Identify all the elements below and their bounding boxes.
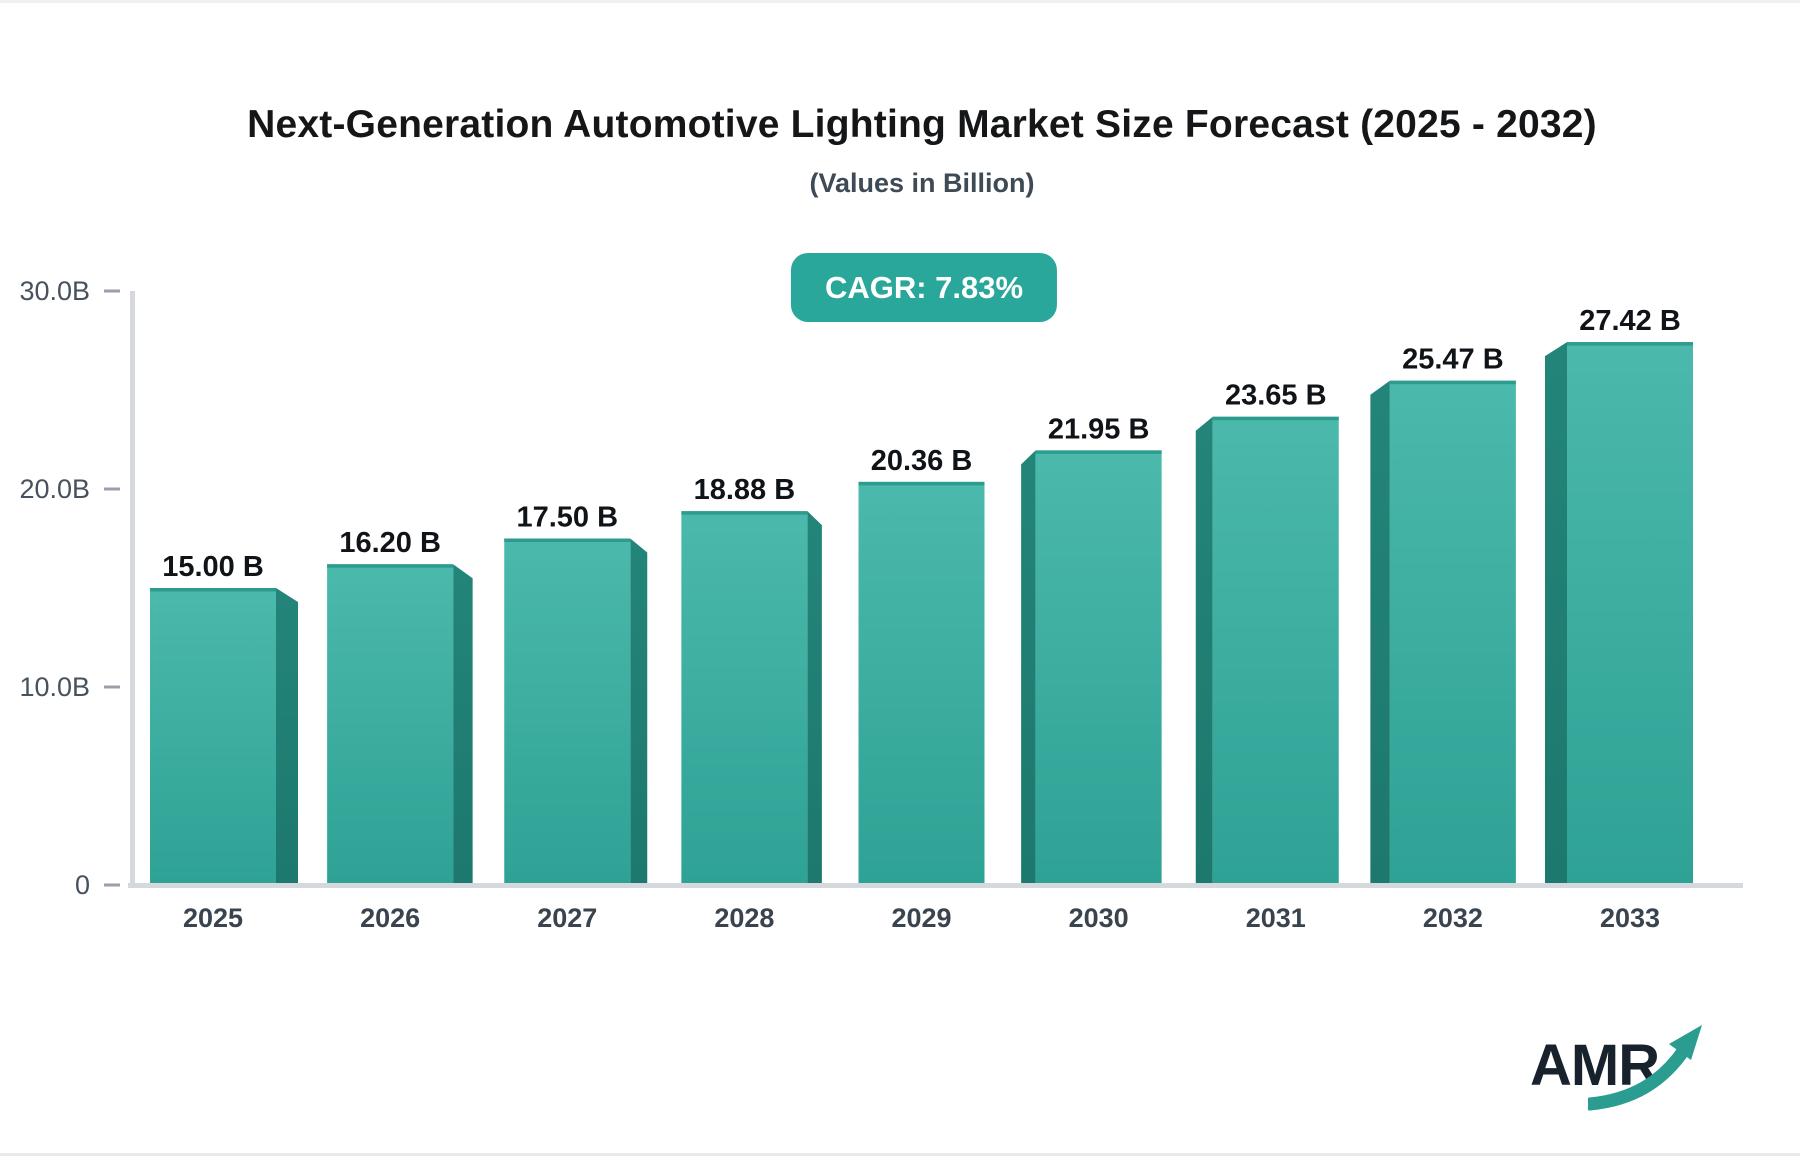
bar-side-face-2027	[630, 538, 648, 885]
bar-value-label: 21.95 B	[1048, 413, 1150, 445]
bar-side-face-2028	[807, 511, 822, 885]
bar-side-face-2026	[453, 564, 473, 885]
x-tick-label: 2025	[183, 903, 243, 933]
bar-side-face-2032	[1370, 380, 1390, 885]
y-tick-dash	[104, 685, 120, 689]
x-tick-label: 2029	[891, 903, 951, 933]
bar-top-edge-2032	[1389, 380, 1516, 385]
bar-top-edge-2026	[327, 564, 454, 568]
x-tick-label: 2027	[537, 903, 597, 933]
bar-top-edge-2028	[681, 511, 808, 515]
bar-top-edge-2031	[1212, 416, 1339, 421]
bar-top-edge-2027	[504, 538, 631, 542]
bar-value-label: 23.65 B	[1225, 380, 1327, 412]
bar-value-label: 25.47 B	[1402, 344, 1504, 376]
bar-value-label: 17.50 B	[516, 502, 618, 534]
x-tick-label: 2030	[1069, 903, 1129, 933]
bar-2030	[1035, 450, 1162, 885]
y-tick-dash	[104, 289, 120, 293]
bar-value-label: 27.42 B	[1579, 305, 1681, 337]
bar-top-edge-2033	[1567, 342, 1693, 346]
y-tick-label: 30.0B	[19, 276, 90, 306]
chart-subtitle: (Values in Billion)	[809, 168, 1035, 198]
y-tick-dash	[104, 487, 120, 491]
y-tick-label: 0	[75, 870, 90, 900]
bar-value-label: 18.88 B	[694, 474, 796, 506]
bottom-edge-strip	[0, 1153, 1800, 1156]
top-edge-strip	[0, 0, 1800, 3]
growth-arrow-icon	[1588, 1025, 1702, 1111]
x-tick-label: 2032	[1423, 903, 1483, 933]
y-axis-line	[130, 291, 135, 885]
amr-logo: AMR	[1530, 1025, 1730, 1132]
y-tick-label: 10.0B	[19, 672, 90, 702]
bar-value-label: 16.20 B	[339, 527, 441, 559]
x-tick-label: 2031	[1246, 903, 1306, 933]
bar-2025	[150, 588, 276, 885]
bar-2032	[1389, 380, 1516, 885]
bar-top-edge-2030	[1035, 450, 1162, 454]
bar-side-face-2030	[1021, 450, 1036, 885]
bar-top-edge-2025	[150, 588, 276, 592]
bar-2029	[858, 481, 985, 885]
bar-2028	[681, 511, 808, 885]
bar-2031	[1212, 416, 1339, 885]
cagr-badge: CAGR: 7.83%	[790, 253, 1058, 322]
x-tick-label: 2033	[1600, 903, 1660, 933]
x-axis-line	[128, 883, 1743, 888]
bar-2027	[504, 538, 631, 885]
x-tick-label: 2028	[714, 903, 774, 933]
bar-value-label: 15.00 B	[162, 551, 264, 583]
y-tick-dash	[104, 883, 120, 887]
bar-side-face-2033	[1545, 342, 1567, 886]
bar-2026	[327, 564, 454, 885]
y-tick-label: 20.0B	[19, 474, 90, 504]
bar-side-face-2031	[1195, 416, 1213, 885]
bar-value-label: 20.36 B	[871, 445, 973, 477]
bar-top-edge-2029	[858, 481, 985, 486]
x-tick-label: 2026	[360, 903, 420, 933]
chart-title: Next-Generation Automotive Lighting Mark…	[247, 103, 1597, 146]
bar-2033	[1567, 342, 1693, 886]
bar-side-face-2025	[276, 588, 298, 885]
